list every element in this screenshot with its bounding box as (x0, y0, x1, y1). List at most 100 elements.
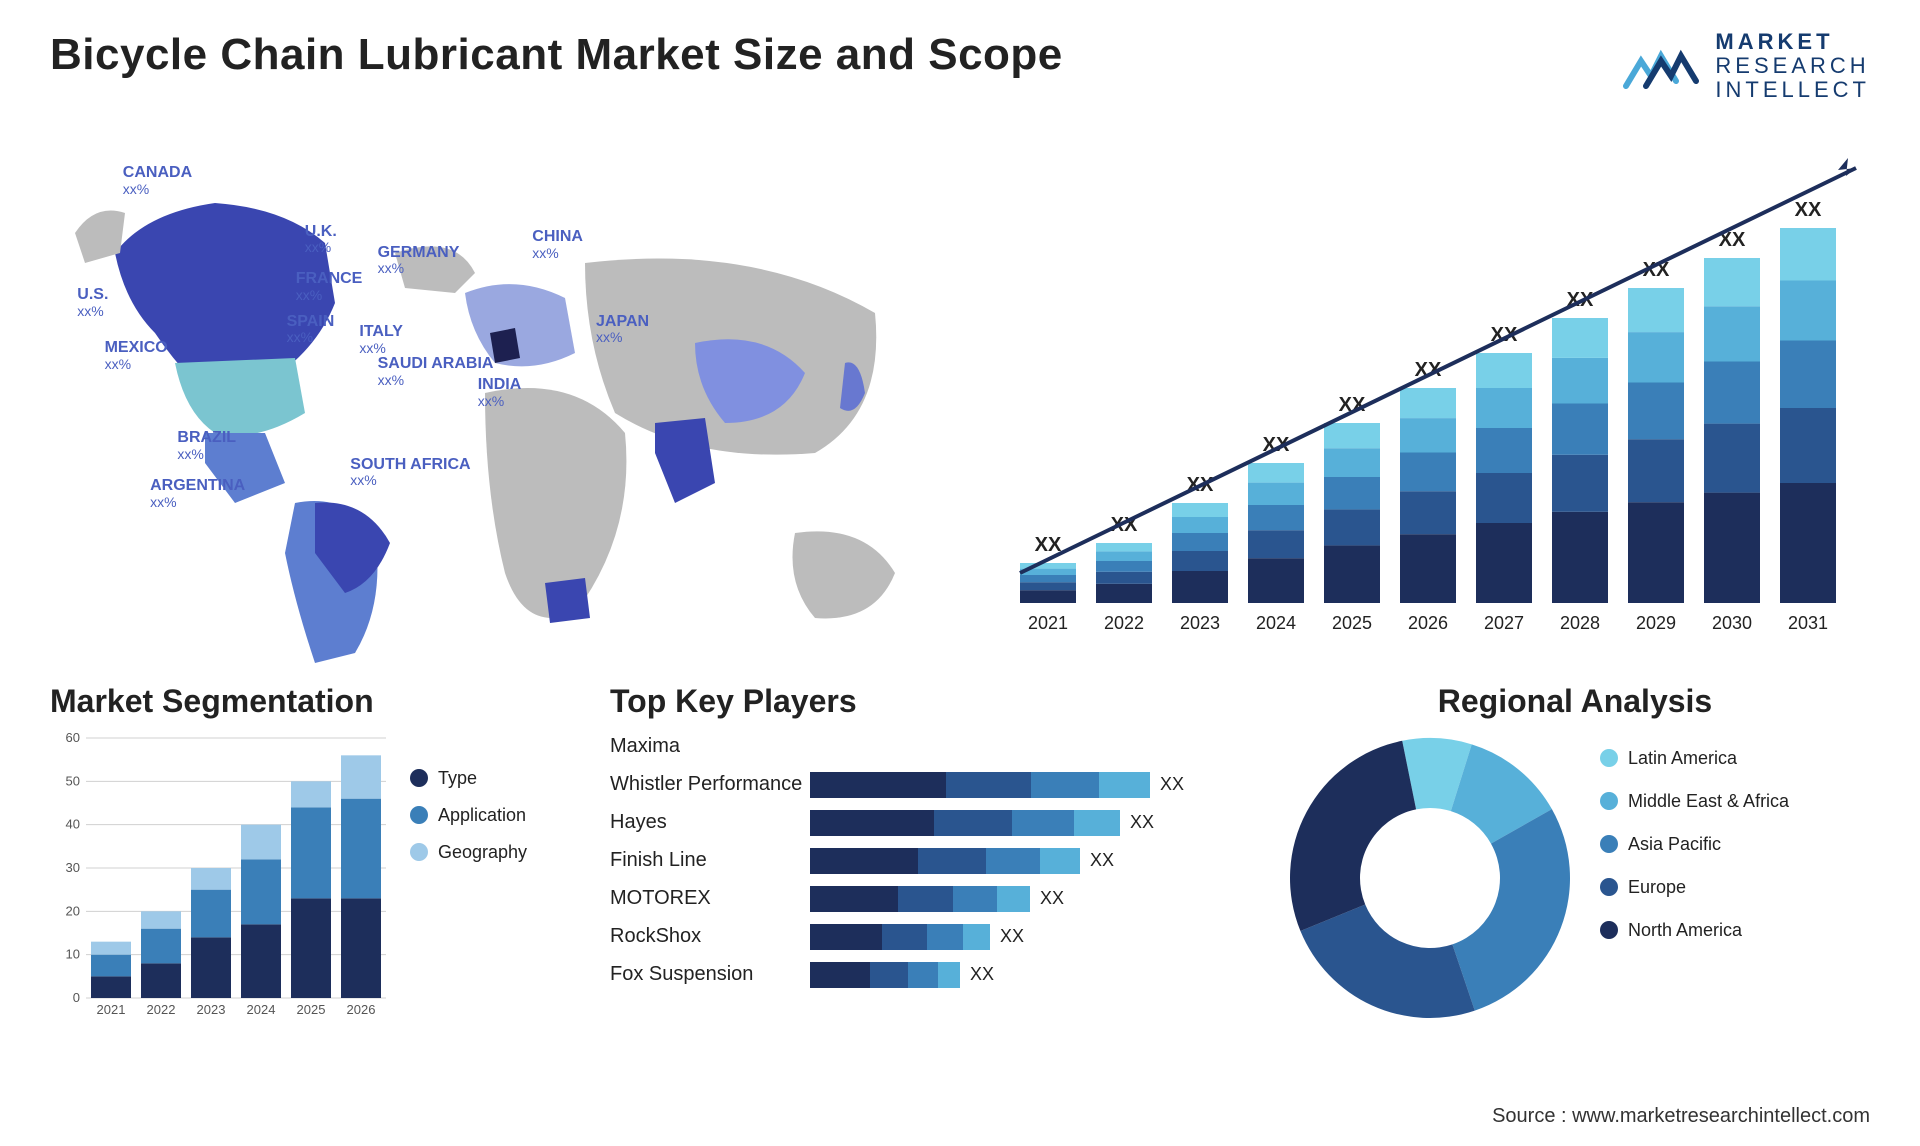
player-row: Maxima (610, 728, 1250, 766)
growth-bar-segment (1324, 509, 1380, 545)
growth-year-label: 2029 (1636, 613, 1676, 633)
world-map: CANADAxx%U.S.xx%MEXICOxx%BRAZILxx%ARGENT… (50, 133, 960, 663)
growth-bar-segment (1552, 511, 1608, 602)
legend-swatch-icon (1600, 835, 1618, 853)
player-row: Whistler Performance XX (610, 766, 1250, 804)
growth-bar-segment (1020, 590, 1076, 603)
player-name: Maxima (610, 735, 800, 758)
legend-swatch-icon (1600, 749, 1618, 767)
map-region-eu (465, 284, 575, 366)
growth-bar-segment (1172, 503, 1228, 517)
seg-bar-segment (241, 924, 281, 998)
growth-year-label: 2028 (1560, 613, 1600, 633)
seg-xtick: 2022 (147, 1002, 176, 1017)
seg-ytick: 40 (66, 816, 80, 831)
top-row: CANADAxx%U.S.xx%MEXICOxx%BRAZILxx%ARGENT… (50, 133, 1870, 663)
player-name: Finish Line (610, 849, 800, 872)
growth-bar-segment (1552, 357, 1608, 403)
region-legend-item: Asia Pacific (1600, 834, 1789, 855)
legend-label: Type (438, 768, 477, 789)
player-bar-segment (908, 962, 938, 988)
growth-bar-segment (1096, 561, 1152, 572)
growth-bar-label: XX (1795, 199, 1822, 221)
source-attribution: Source : www.marketresearchintellect.com (1492, 1105, 1870, 1128)
map-label-japan: JAPANxx% (596, 313, 649, 346)
player-bar-wrap: XX (810, 772, 1250, 798)
growth-bar-segment (1400, 418, 1456, 452)
player-name: Hayes (610, 811, 800, 834)
player-bar-wrap: XX (810, 962, 1250, 988)
player-row: Finish Line XX (610, 842, 1250, 880)
player-bar (810, 924, 990, 950)
seg-ytick: 60 (66, 730, 80, 745)
bottom-row: Market Segmentation 01020304050602021202… (50, 683, 1870, 1028)
legend-label: North America (1628, 920, 1742, 941)
seg-legend-item: Geography (410, 842, 527, 863)
map-label-saudi-arabia: SAUDI ARABIAxx% (378, 355, 494, 388)
legend-label: Application (438, 805, 526, 826)
seg-ytick: 50 (66, 773, 80, 788)
player-bar-segment (810, 772, 946, 798)
growth-bar-segment (1476, 428, 1532, 473)
donut-segment (1452, 809, 1570, 1010)
growth-bar-segment (1096, 571, 1152, 583)
growth-chart: XX2021XX2022XX2023XX2024XX2025XX2026XX20… (1000, 133, 1870, 663)
growth-bar-segment (1628, 439, 1684, 502)
seg-bar-segment (241, 859, 281, 924)
player-bar-segment (810, 962, 870, 988)
player-bar-segment (927, 924, 963, 950)
seg-bar-segment (241, 824, 281, 859)
growth-bar-segment (1172, 533, 1228, 551)
player-bar-segment (1040, 848, 1081, 874)
seg-bar-segment (291, 898, 331, 998)
player-bar-segment (882, 924, 927, 950)
seg-xtick: 2024 (247, 1002, 276, 1017)
player-bar-segment (898, 886, 953, 912)
player-bar-wrap: XX (810, 924, 1250, 950)
map-label-spain: SPAINxx% (287, 313, 335, 346)
player-bar-segment (810, 924, 882, 950)
growth-year-label: 2031 (1788, 613, 1828, 633)
player-bar (810, 810, 1120, 836)
player-bar-wrap: XX (810, 886, 1250, 912)
region-legend-item: Europe (1600, 877, 1789, 898)
seg-bar-segment (341, 755, 381, 798)
growth-bar-segment (1400, 388, 1456, 418)
player-bar-segment (810, 886, 898, 912)
player-bar-segment (986, 848, 1040, 874)
growth-bar-segment (1476, 523, 1532, 603)
player-value: XX (1090, 850, 1114, 871)
growth-year-label: 2022 (1104, 613, 1144, 633)
map-label-brazil: BRAZILxx% (177, 429, 236, 462)
player-value: XX (1160, 774, 1184, 795)
seg-ytick: 20 (66, 903, 80, 918)
growth-bar-segment (1324, 423, 1380, 448)
seg-bar-segment (341, 898, 381, 998)
growth-bar-segment (1248, 530, 1304, 558)
player-name: Whistler Performance (610, 773, 800, 796)
region-legend-item: North America (1600, 920, 1789, 941)
player-bar-segment (963, 924, 990, 950)
region-legend-item: Latin America (1600, 748, 1789, 769)
player-bar-segment (1012, 810, 1074, 836)
map-region-aus (793, 531, 896, 618)
map-region-saf (545, 578, 590, 623)
growth-bar-segment (1020, 575, 1076, 582)
map-label-argentina: ARGENTINAxx% (150, 477, 245, 510)
legend-swatch-icon (1600, 878, 1618, 896)
seg-ytick: 10 (66, 946, 80, 961)
seg-bar-segment (141, 928, 181, 963)
growth-bar-segment (1704, 423, 1760, 492)
growth-bar-segment (1172, 571, 1228, 603)
player-bar-segment (953, 886, 997, 912)
growth-bar-segment (1628, 332, 1684, 382)
seg-bar-segment (91, 976, 131, 998)
player-row: HayesXX (610, 804, 1250, 842)
map-label-south-africa: SOUTH AFRICAxx% (350, 456, 470, 489)
player-name: Fox Suspension (610, 963, 800, 986)
player-bar-wrap: XX (810, 848, 1250, 874)
regional-donut-svg (1280, 728, 1580, 1028)
growth-bar-segment (1704, 361, 1760, 423)
player-bar-segment (870, 962, 908, 988)
player-bar (810, 772, 1150, 798)
